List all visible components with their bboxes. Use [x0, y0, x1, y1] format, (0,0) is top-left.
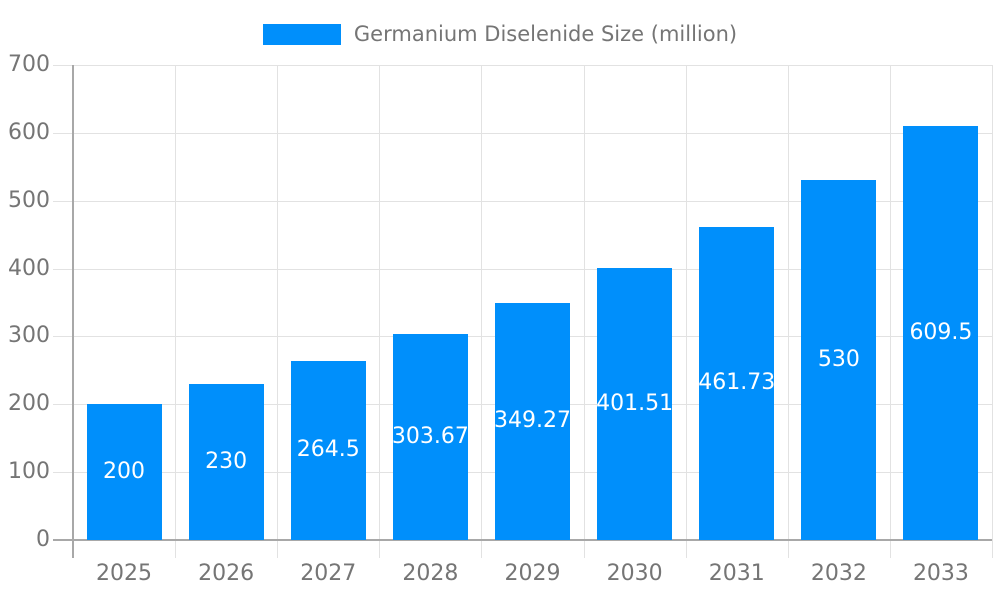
bar-2029[interactable] [495, 302, 570, 540]
gridline-vertical [481, 65, 483, 558]
legend-swatch [262, 23, 341, 45]
y-axis-tick-label: 600 [8, 119, 50, 145]
y-axis-tick-label: 700 [8, 52, 50, 77]
x-axis-tick-label: 2027 [300, 561, 357, 586]
y-axis-tick-label: 100 [8, 459, 50, 485]
legend-label: Germanium Diselenide Size (million) [353, 21, 738, 46]
bar-2030[interactable] [597, 267, 673, 540]
bar-2025[interactable] [86, 404, 162, 540]
bar-2031[interactable] [699, 226, 775, 540]
x-axis-tick-label: 2033 [912, 561, 969, 586]
x-axis-line [53, 539, 992, 541]
gridline-horizontal [53, 268, 992, 270]
x-axis-tick-label: 2032 [810, 561, 867, 586]
bar-2027[interactable] [290, 360, 366, 540]
gridline-vertical [379, 65, 381, 558]
gridline-horizontal [53, 132, 992, 134]
bar-2032[interactable] [801, 180, 877, 540]
y-axis-tick-label: 300 [8, 323, 50, 349]
legend-item[interactable]: Germanium Diselenide Size (million) [0, 21, 1000, 47]
x-axis-tick-label: 2028 [402, 561, 459, 586]
gridline-vertical [685, 65, 687, 558]
y-axis-tick-label: 500 [8, 187, 50, 213]
x-axis-tick-label: 2025 [96, 561, 153, 586]
x-axis-tick-label: 2030 [606, 561, 663, 586]
y-axis-tick-label: 200 [8, 391, 50, 417]
gridline-horizontal [53, 200, 992, 202]
gridline-vertical [889, 65, 891, 558]
y-axis-tick-label: 0 [36, 527, 50, 552]
x-axis-tick-label: 2026 [198, 561, 255, 586]
gridline-horizontal [53, 65, 992, 66]
gridline-vertical [277, 65, 279, 558]
x-axis-tick-label: 2031 [708, 561, 765, 586]
gridline-vertical [175, 65, 177, 558]
bar-2033[interactable] [903, 126, 979, 540]
x-axis-tick-label: 2029 [504, 561, 561, 586]
y-axis-line [72, 65, 74, 558]
bar-2028[interactable] [392, 333, 468, 540]
gridline-vertical [583, 65, 585, 558]
y-axis-tick-label: 400 [8, 255, 50, 281]
gridline-vertical [787, 65, 789, 558]
gridline-vertical [992, 65, 993, 558]
bar-2026[interactable] [188, 383, 264, 540]
